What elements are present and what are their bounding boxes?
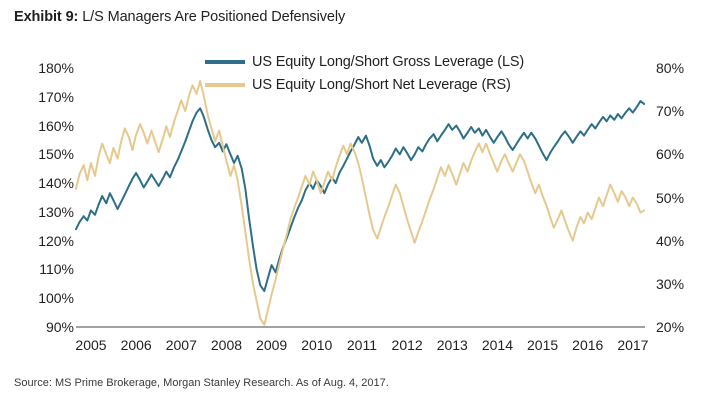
x-axis-tick: 2014 — [481, 337, 513, 353]
x-axis-tick: 2008 — [210, 337, 243, 353]
y-axis-left-tick: 160% — [38, 117, 74, 134]
y-axis-left-tick: 110% — [39, 261, 74, 278]
y-axis-left-tick: 100% — [38, 290, 74, 307]
y-axis-right-tick: 30% — [656, 275, 685, 292]
legend-label-gross-leverage: US Equity Long/Short Gross Leverage (LS) — [252, 53, 525, 70]
legend-swatch-gross-leverage — [205, 59, 245, 64]
y-axis-left-tick: 130% — [38, 203, 74, 220]
y-axis-right-tick: 60% — [656, 146, 685, 163]
exhibit-title: L/S Managers Are Positioned Defensively — [82, 9, 346, 25]
x-axis-tick: 2005 — [75, 337, 107, 353]
x-axis-tick: 2010 — [301, 337, 333, 353]
y-axis-left-tick: 90% — [45, 319, 74, 335]
y-axis-left-tick: 150% — [38, 146, 74, 163]
y-axis-right-tick: 20% — [656, 319, 685, 335]
chart-legend: US Equity Long/Short Gross Leverage (LS)… — [205, 52, 524, 94]
y-axis-right-tick: 40% — [656, 232, 685, 249]
x-axis-tick: 2012 — [391, 337, 423, 353]
x-axis-tick: 2013 — [436, 337, 468, 353]
exhibit-number: Exhibit 9: — [14, 9, 79, 25]
x-axis-tick: 2006 — [120, 337, 152, 353]
legend-item-gross-leverage: US Equity Long/Short Gross Leverage (LS) — [205, 52, 524, 71]
series-line-gross-leverage — [75, 100, 646, 293]
y-axis-right-tick: 70% — [656, 103, 685, 120]
x-axis-tick: 2017 — [617, 337, 649, 353]
y-axis-left-tick: 120% — [38, 232, 74, 249]
source-note: Source: MS Prime Brokerage, Morgan Stanl… — [14, 377, 389, 389]
y-axis-left-tick: 170% — [38, 88, 74, 105]
x-axis-tick: 2009 — [256, 337, 288, 353]
x-axis-tick: 2011 — [346, 337, 377, 353]
y-axis-right-tick: 50% — [656, 189, 685, 206]
x-axis-tick: 2016 — [572, 337, 604, 353]
legend-swatch-net-leverage — [205, 82, 245, 87]
legend-item-net-leverage: US Equity Long/Short Net Leverage (RS) — [205, 75, 524, 94]
y-axis-left-tick: 180% — [38, 60, 74, 76]
y-axis-right-tick: 80% — [656, 60, 685, 76]
x-axis-tick: 2015 — [527, 337, 559, 353]
legend-label-net-leverage: US Equity Long/Short Net Leverage (RS) — [252, 76, 511, 93]
page-title: Exhibit 9: L/S Managers Are Positioned D… — [14, 9, 345, 25]
y-axis-left-tick: 140% — [38, 175, 74, 192]
x-axis-tick: 2007 — [165, 337, 197, 353]
series-line-net-leverage — [75, 79, 646, 326]
